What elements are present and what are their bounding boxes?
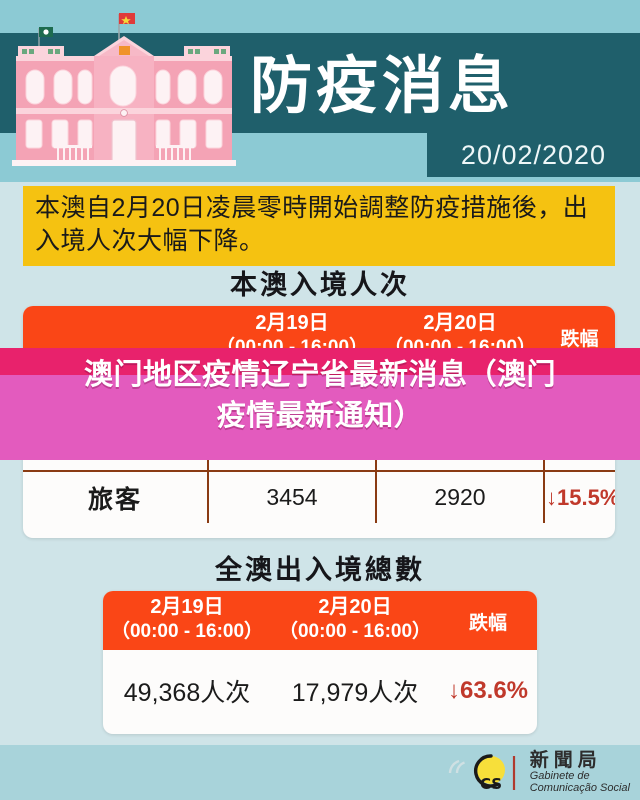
cell-feb19-tourists: 3454 — [208, 471, 377, 523]
total-header-feb19: 2月19日 （00:00 - 16:00） — [103, 591, 271, 650]
page-title: 防疫消息 — [250, 49, 515, 122]
cell-feb20-tourists: 2920 — [376, 471, 545, 523]
total-header-feb19-time: （00:00 - 16:00） — [110, 621, 264, 642]
section-title-total: 全澳出入境總數 — [215, 555, 425, 586]
date-badge: 20/02/2020 — [427, 133, 640, 177]
total-table-head: 2月19日 （00:00 - 16:00） 2月20日 （00:00 - 16:… — [103, 591, 537, 650]
section-title-inbound: 本澳入境人次 — [230, 270, 410, 301]
overlay-line-1: 澳门地区疫情辽宁省最新消息（澳门 — [83, 359, 556, 391]
overlay-line-2: 疫情最新通知） — [216, 400, 424, 432]
gcs-logo-chinese: 新聞局 — [529, 749, 602, 772]
cell-change-tourists: ↓15.5% — [546, 484, 615, 510]
footer-bar: CS 新聞局 Gabinete de Comunicação Social — [0, 745, 640, 800]
gcs-logo-text: 新聞局 Gabinete de Comunicação Social — [530, 751, 630, 794]
overlay-band-dark — [0, 348, 640, 375]
gcs-logo-pt-line2: Comunicação Social — [529, 781, 630, 794]
total-header-feb20-date: 2月20日 — [318, 596, 392, 618]
total-table-body: 49,368人次 17,979人次 ↓63.6% — [103, 650, 537, 732]
overlay-band-light — [0, 375, 640, 460]
total-cell-feb20: 17,979人次 — [291, 679, 419, 707]
header-change-label: 跌幅 — [560, 329, 599, 350]
total-crossings-table: 2月19日 （00:00 - 16:00） 2月20日 （00:00 - 16:… — [103, 591, 537, 732]
gcs-logo: CS 新聞局 Gabinete de Comunicação Social — [444, 751, 630, 795]
overlay-watermark-text: 澳门地区疫情辽宁省最新消息（澳门 疫情最新通知） — [0, 355, 640, 437]
total-cell-change: ↓63.6% — [447, 677, 529, 704]
table-header-row: 2月19日 （00:00 - 16:00） 2月20日 （00:00 - 16:… — [103, 591, 537, 650]
row-label-tourists: 旅客 — [23, 471, 209, 523]
government-building-illustration — [12, 13, 236, 166]
total-cell-feb19: 49,368人次 — [123, 679, 251, 707]
gcs-logo-icon: CS — [448, 754, 515, 793]
notice-banner: 本澳自2月20日凌晨零時開始調整防疫措施後，出入境人次大幅下降。 — [23, 186, 615, 266]
svg-text:CS: CS — [480, 775, 502, 793]
table-row: 49,368人次 17,979人次 ↓63.6% — [103, 650, 537, 732]
total-header-change: 跌幅 — [439, 591, 537, 650]
header-feb20-date: 2月20日 — [423, 312, 497, 334]
total-crossings-card: 2月19日 （00:00 - 16:00） 2月20日 （00:00 - 16:… — [103, 591, 537, 734]
gcs-logo-pt-line1: Gabinete de — [529, 770, 590, 783]
total-header-change-label: 跌幅 — [468, 613, 507, 634]
total-header-feb20-time: （00:00 - 16:00） — [278, 621, 432, 642]
table-row: 旅客 3454 2920 ↓15.5% — [23, 471, 615, 523]
total-header-feb19-date: 2月19日 — [150, 596, 224, 618]
header-feb19-date: 2月19日 — [255, 312, 329, 334]
hero-banner: 防疫消息 20/02/2020 — [0, 0, 640, 182]
total-header-feb20: 2月20日 （00:00 - 16:00） — [271, 591, 439, 650]
